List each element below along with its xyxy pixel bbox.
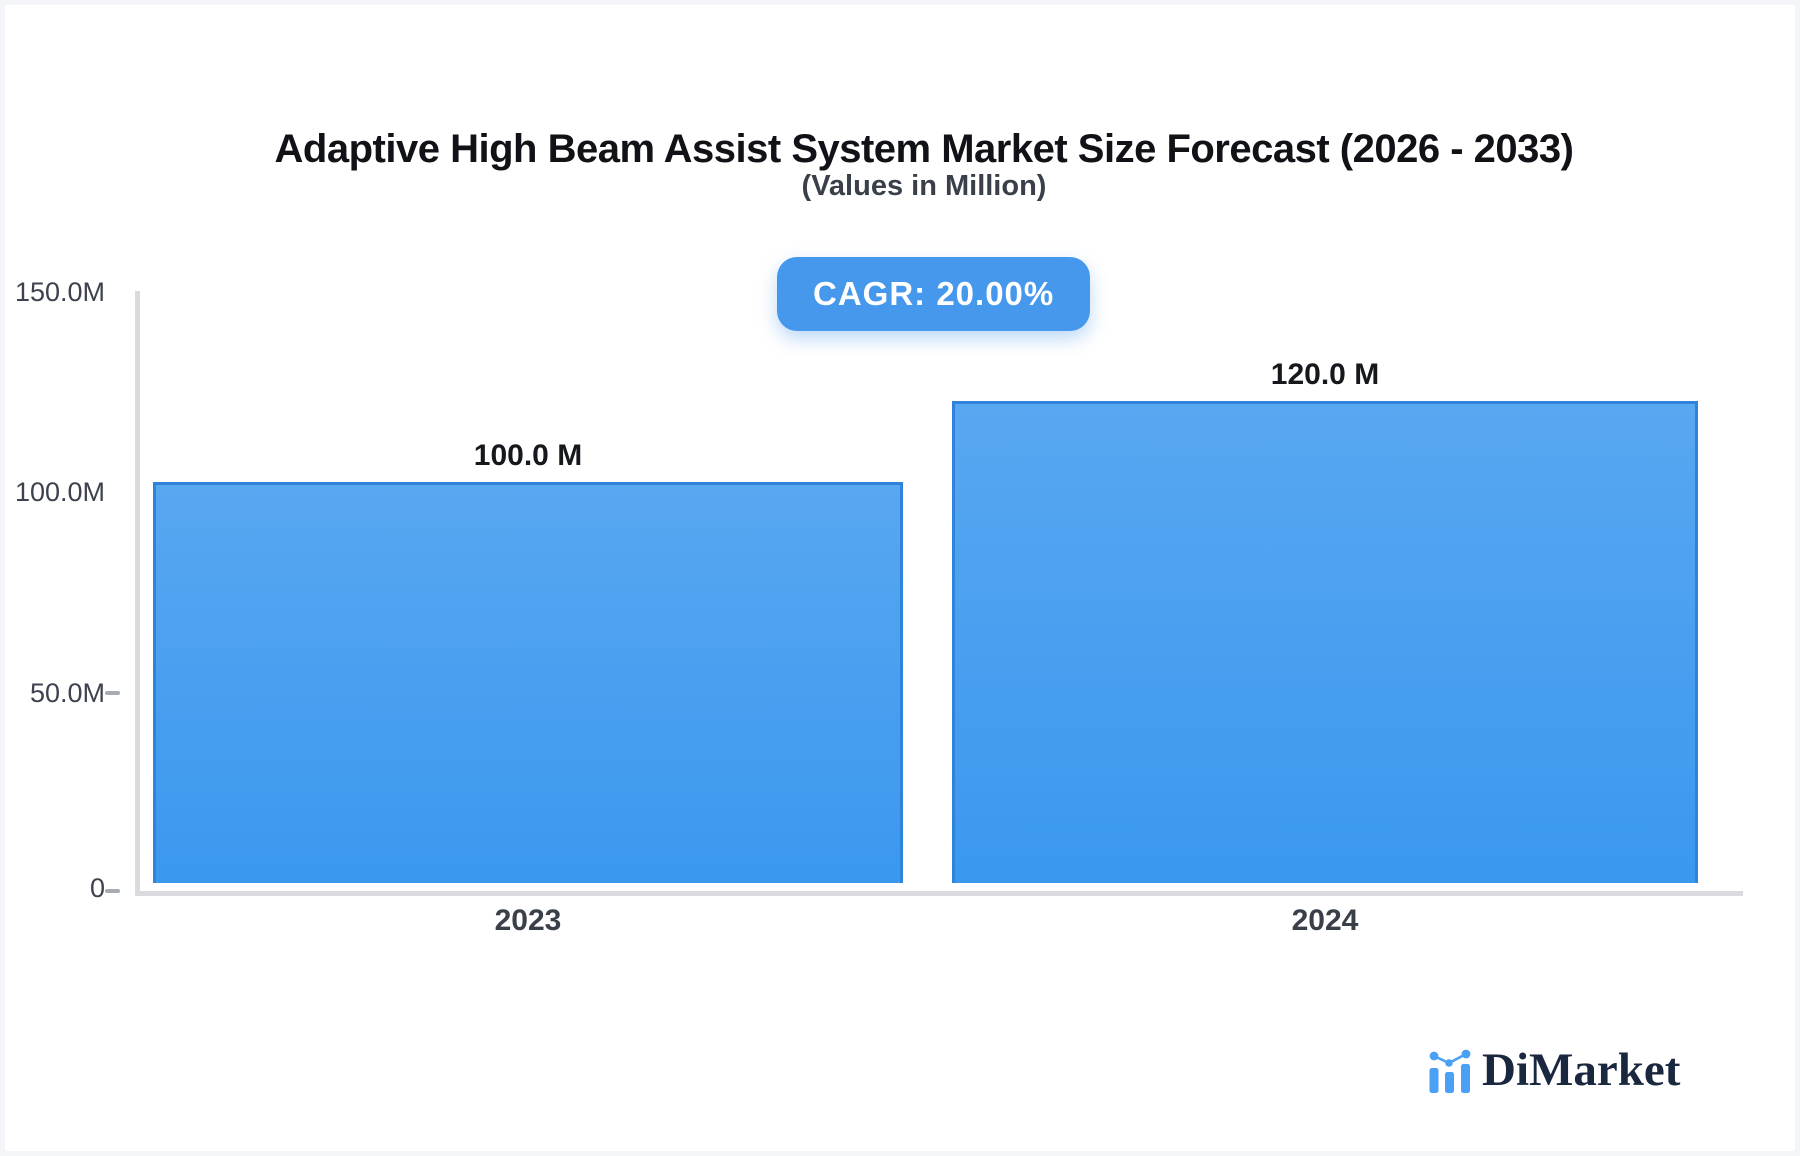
dimarket-logo: DiMarket: [1427, 1044, 1681, 1096]
y-tick-mark-0: [105, 889, 120, 893]
x-axis-label-2024: 2024: [1291, 904, 1359, 937]
bar-2023: [153, 482, 903, 883]
bar-group-2024: 120.0 M: [952, 358, 1698, 883]
y-tick-label-150: 150.0M: [14, 277, 105, 307]
y-tick-label-50: 50.0M: [29, 678, 105, 708]
x-axis-label-2023: 2023: [494, 904, 562, 937]
bar-2024: [952, 401, 1698, 883]
bar-value-label: 120.0 M: [1270, 358, 1380, 391]
bar-chart-trend-icon: [1429, 1049, 1471, 1093]
chart-subtitle: (Values in Million): [801, 170, 1047, 202]
x-axis-line: [135, 891, 1743, 896]
y-tick-label-0: 0: [89, 873, 105, 903]
y-axis-line: [135, 291, 140, 894]
y-tick-label-100: 100.0M: [14, 477, 105, 507]
bar-value-label: 100.0 M: [473, 439, 583, 472]
bar-group-2023: 100.0 M: [153, 439, 903, 883]
cagr-badge: CAGR: 20.00%: [777, 257, 1091, 331]
chart-title: Adaptive High Beam Assist System Market …: [274, 126, 1574, 171]
dimarket-logo-text: DiMarket: [1482, 1044, 1681, 1096]
y-tick-mark-50: [105, 691, 120, 695]
